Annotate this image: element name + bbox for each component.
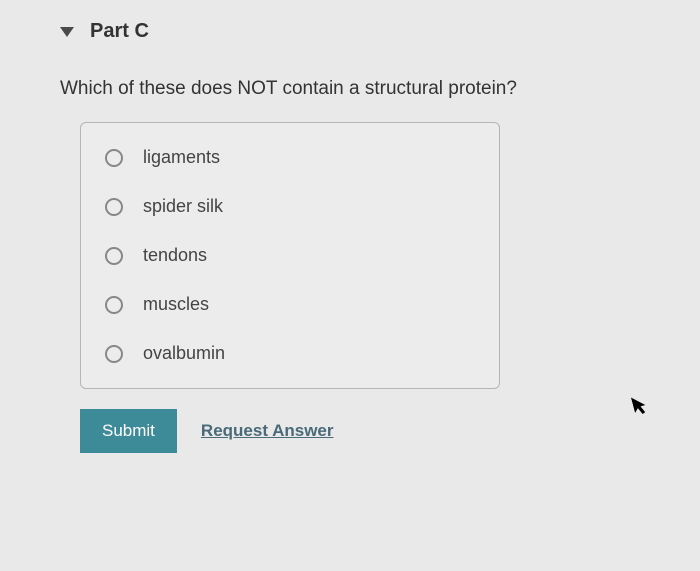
submit-button[interactable]: Submit [80,409,177,453]
option-label: muscles [143,294,209,315]
radio-icon[interactable] [105,345,123,363]
part-title: Part C [90,20,149,43]
option-row[interactable]: ligaments [81,133,499,182]
radio-icon[interactable] [105,149,123,167]
radio-icon[interactable] [105,198,123,216]
option-label: tendons [143,245,207,266]
option-row[interactable]: spider silk [81,182,499,231]
option-label: ligaments [143,147,220,168]
option-label: ovalbumin [143,343,225,364]
radio-icon[interactable] [105,247,123,265]
actions-row: Submit Request Answer [80,409,660,453]
request-answer-link[interactable]: Request Answer [201,421,334,441]
option-row[interactable]: tendons [81,231,499,280]
option-row[interactable]: ovalbumin [81,329,499,378]
collapse-caret-icon[interactable] [60,27,74,37]
options-container: ligaments spider silk tendons muscles ov… [80,122,500,389]
question-text: Which of these does NOT contain a struct… [60,78,660,100]
option-row[interactable]: muscles [81,280,499,329]
part-header: Part C [60,20,660,43]
option-label: spider silk [143,196,223,217]
radio-icon[interactable] [105,296,123,314]
